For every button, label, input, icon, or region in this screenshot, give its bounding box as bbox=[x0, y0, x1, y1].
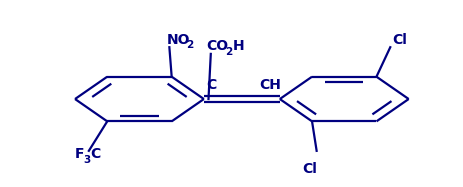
Text: C: C bbox=[90, 147, 100, 161]
Text: C: C bbox=[206, 78, 216, 92]
Text: 2: 2 bbox=[187, 40, 194, 50]
Text: Cl: Cl bbox=[393, 33, 407, 47]
Text: H: H bbox=[232, 39, 244, 53]
Text: 3: 3 bbox=[83, 155, 91, 165]
Text: Cl: Cl bbox=[302, 162, 317, 176]
Text: 2: 2 bbox=[225, 47, 233, 57]
Text: CH: CH bbox=[259, 78, 281, 92]
Text: NO: NO bbox=[167, 33, 191, 47]
Text: CO: CO bbox=[206, 39, 228, 53]
Text: F: F bbox=[75, 147, 85, 161]
